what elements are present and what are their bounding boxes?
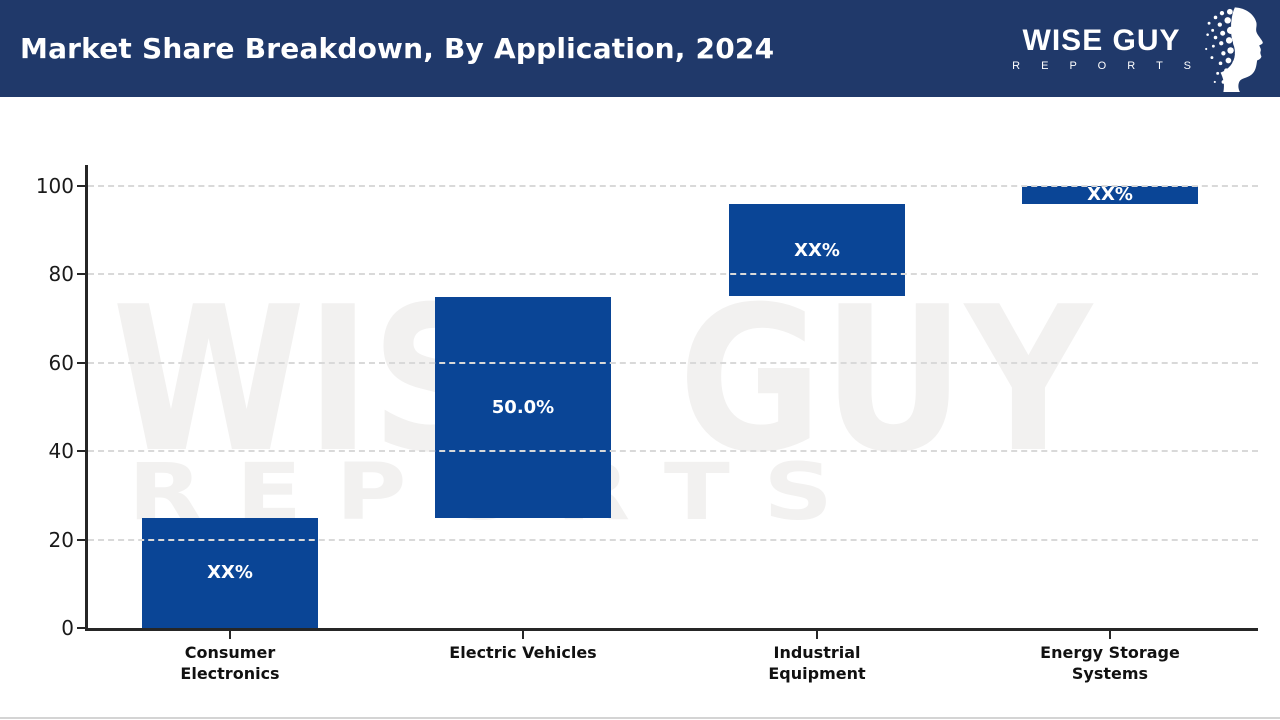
x-axis-label-line: Electric Vehicles xyxy=(449,643,597,662)
logo-wordmark-block: WISE GUY R E P O R T S xyxy=(1003,24,1200,73)
x-axis-tick xyxy=(229,631,231,639)
bar-value-label: 50.0% xyxy=(491,396,555,418)
grid-line xyxy=(88,185,1258,187)
y-axis-tick xyxy=(77,273,85,276)
logo-subtitle: R E P O R T S xyxy=(1012,60,1200,72)
bar-segment: XX% xyxy=(142,517,318,628)
y-axis-tick-label: 100 xyxy=(35,174,74,198)
bar-value-label: XX% xyxy=(207,562,253,584)
x-axis-label-line: Industrial xyxy=(773,643,861,662)
x-axis-category-label: Energy Storage Systems xyxy=(970,642,1250,684)
x-axis-label-line: Energy Storage xyxy=(1040,643,1180,662)
y-axis-tick xyxy=(77,450,85,453)
x-axis-category-label: Industrial Equipment xyxy=(677,642,957,684)
x-axis-category-label: Consumer Electronics xyxy=(90,642,370,684)
bar-value-label: XX% xyxy=(1087,184,1133,206)
y-axis-tick xyxy=(77,538,85,541)
y-axis-tick xyxy=(77,185,85,187)
x-axis-tick xyxy=(1109,631,1111,639)
y-axis-tick-label: 80 xyxy=(48,262,74,287)
y-axis-line xyxy=(85,165,88,631)
wiseguy-logo: WISE GUY R E P O R T S xyxy=(1003,6,1280,92)
y-axis-tick-label: 0 xyxy=(61,616,74,640)
bar-value-label: XX% xyxy=(794,239,840,261)
grid-line xyxy=(88,361,1258,364)
logo-head-icon xyxy=(1196,6,1268,92)
bottom-divider xyxy=(0,717,1280,719)
x-axis-label-line: Consumer xyxy=(184,643,276,662)
x-axis-label-line: Equipment xyxy=(768,664,866,683)
y-axis-tick xyxy=(77,361,85,364)
grid-line xyxy=(88,538,1258,541)
grid-line xyxy=(88,450,1258,453)
chart-canvas: WISE GUY R E P O R T S 020406080100XX%50… xyxy=(0,97,1280,720)
x-axis-line xyxy=(85,628,1258,631)
y-axis-tick-label: 20 xyxy=(48,527,74,552)
header-bar: Market Share Breakdown, By Application, … xyxy=(0,0,1280,97)
x-axis-label-line: Systems xyxy=(1071,664,1149,683)
bar-segment: XX% xyxy=(729,203,905,297)
logo-wordmark: WISE GUY xyxy=(1022,24,1181,57)
y-axis-tick-label: 60 xyxy=(48,350,74,375)
bar-segment: XX% xyxy=(1022,184,1198,206)
y-axis-tick-label: 40 xyxy=(48,439,74,464)
bar-segment: 50.0% xyxy=(435,296,611,518)
grid-line xyxy=(88,273,1258,276)
chart-title: Market Share Breakdown, By Application, … xyxy=(20,32,775,65)
x-axis-category-label: Electric Vehicles xyxy=(383,642,663,663)
x-axis-tick xyxy=(816,631,818,639)
x-axis-label-line: Electronics xyxy=(180,664,280,683)
x-axis-tick xyxy=(522,631,524,639)
y-axis-tick xyxy=(77,627,85,629)
